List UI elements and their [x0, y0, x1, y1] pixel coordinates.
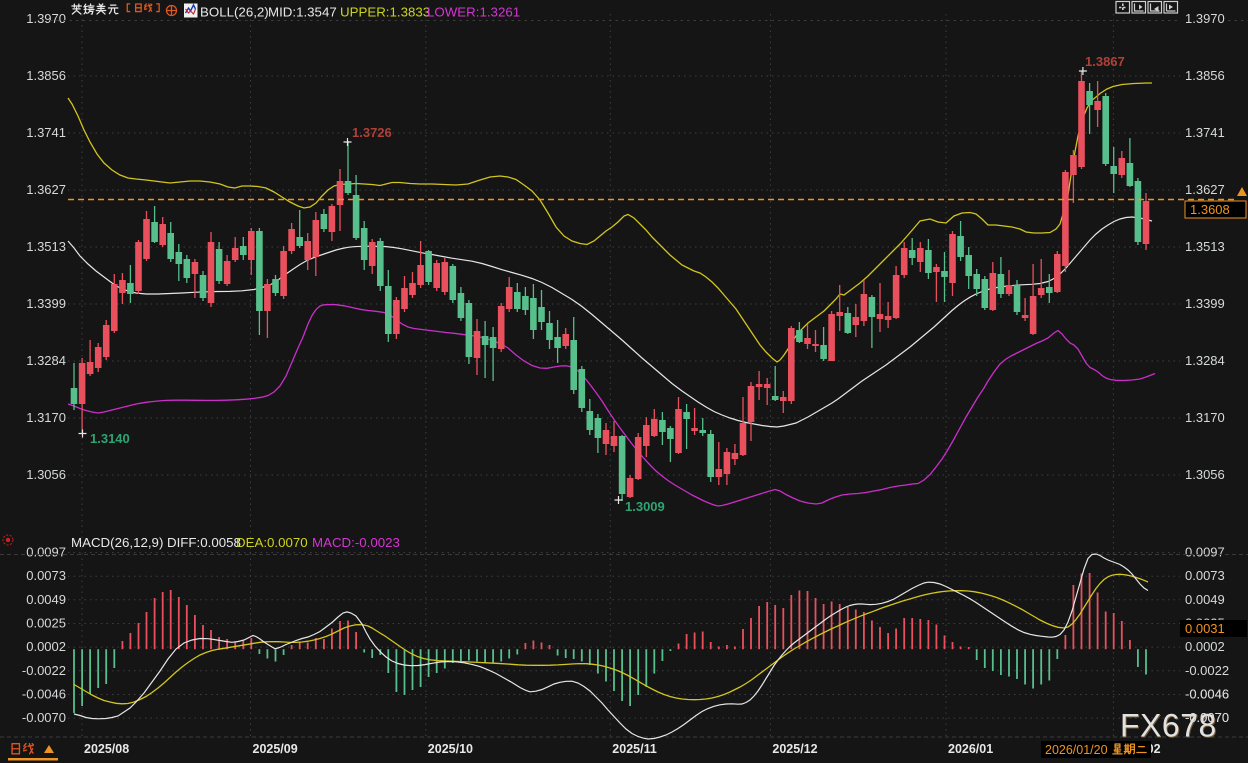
- svg-text:1.3399: 1.3399: [26, 296, 66, 311]
- svg-text:MACD(26,12,9): MACD(26,12,9): [71, 535, 163, 550]
- svg-text:1.3513: 1.3513: [26, 239, 66, 254]
- svg-text:1.3284: 1.3284: [1185, 353, 1225, 368]
- svg-text:0.0073: 0.0073: [1185, 568, 1225, 583]
- svg-text:-0.0022: -0.0022: [22, 663, 66, 678]
- svg-text:1.3867: 1.3867: [1085, 54, 1125, 69]
- svg-text:1.3627: 1.3627: [26, 182, 66, 197]
- svg-text:1.3399: 1.3399: [1185, 296, 1225, 311]
- svg-text:1.3009: 1.3009: [625, 499, 665, 514]
- svg-text:2025/08: 2025/08: [84, 742, 129, 756]
- svg-text:1.3170: 1.3170: [26, 410, 66, 425]
- svg-text:1.3856: 1.3856: [26, 68, 66, 83]
- svg-text:-0.0070: -0.0070: [22, 710, 66, 725]
- svg-text:0.0049: 0.0049: [26, 592, 66, 607]
- svg-text:1.3741: 1.3741: [1185, 125, 1225, 140]
- svg-text:LOWER:1.3261: LOWER:1.3261: [427, 5, 520, 20]
- svg-text:1.3726: 1.3726: [352, 125, 392, 140]
- svg-text:0.0097: 0.0097: [26, 545, 66, 560]
- svg-text:FX678: FX678: [1120, 708, 1217, 744]
- svg-text:MACD:-0.0023: MACD:-0.0023: [312, 535, 400, 550]
- svg-text:1.3284: 1.3284: [26, 353, 66, 368]
- svg-text:1.3608: 1.3608: [1190, 202, 1230, 217]
- svg-text:-0.0070: -0.0070: [1185, 710, 1229, 725]
- svg-text:2025/12: 2025/12: [772, 742, 817, 756]
- svg-text:0.0097: 0.0097: [1185, 545, 1225, 560]
- svg-text:1.3056: 1.3056: [26, 467, 66, 482]
- svg-text:0.0031: 0.0031: [1185, 621, 1225, 636]
- svg-text:1.3970: 1.3970: [1185, 11, 1225, 26]
- svg-text:UPPER:1.3833: UPPER:1.3833: [340, 5, 430, 20]
- svg-text:DEA:0.0070: DEA:0.0070: [236, 535, 308, 550]
- svg-text:2025/11: 2025/11: [612, 742, 657, 756]
- svg-text:1.3140: 1.3140: [90, 431, 130, 446]
- svg-text:1.3856: 1.3856: [1185, 68, 1225, 83]
- svg-text:2025/10: 2025/10: [428, 742, 473, 756]
- svg-text:1.3970: 1.3970: [26, 11, 66, 26]
- svg-text:-0.0046: -0.0046: [1185, 687, 1229, 702]
- svg-text:1.3513: 1.3513: [1185, 239, 1225, 254]
- svg-text:MID:1.3547: MID:1.3547: [268, 5, 337, 20]
- svg-text:2026/01/20: 2026/01/20: [1045, 743, 1108, 757]
- svg-text:-0.0070: -0.0070: [1185, 710, 1229, 725]
- svg-text:-0.0046: -0.0046: [22, 687, 66, 702]
- svg-text:1.3741: 1.3741: [26, 125, 66, 140]
- svg-text:-0.0022: -0.0022: [1185, 663, 1229, 678]
- svg-text:0.0025: 0.0025: [26, 616, 66, 631]
- svg-text:DIFF:0.0058: DIFF:0.0058: [167, 535, 241, 550]
- svg-text:FX678: FX678: [1121, 709, 1218, 745]
- svg-text:2026/01: 2026/01: [948, 742, 993, 756]
- svg-text:1.3056: 1.3056: [1185, 467, 1225, 482]
- svg-text:0.0049: 0.0049: [1185, 592, 1225, 607]
- svg-text:2025/09: 2025/09: [253, 742, 298, 756]
- svg-text:BOLL(26,2): BOLL(26,2): [200, 5, 269, 20]
- svg-text:1.3170: 1.3170: [1185, 410, 1225, 425]
- svg-text:1.3627: 1.3627: [1185, 182, 1225, 197]
- svg-text:0.0002: 0.0002: [26, 639, 66, 654]
- svg-text:0.0002: 0.0002: [1185, 639, 1225, 654]
- svg-text:-0.0046: -0.0046: [1185, 687, 1229, 702]
- svg-text:0.0073: 0.0073: [26, 568, 66, 583]
